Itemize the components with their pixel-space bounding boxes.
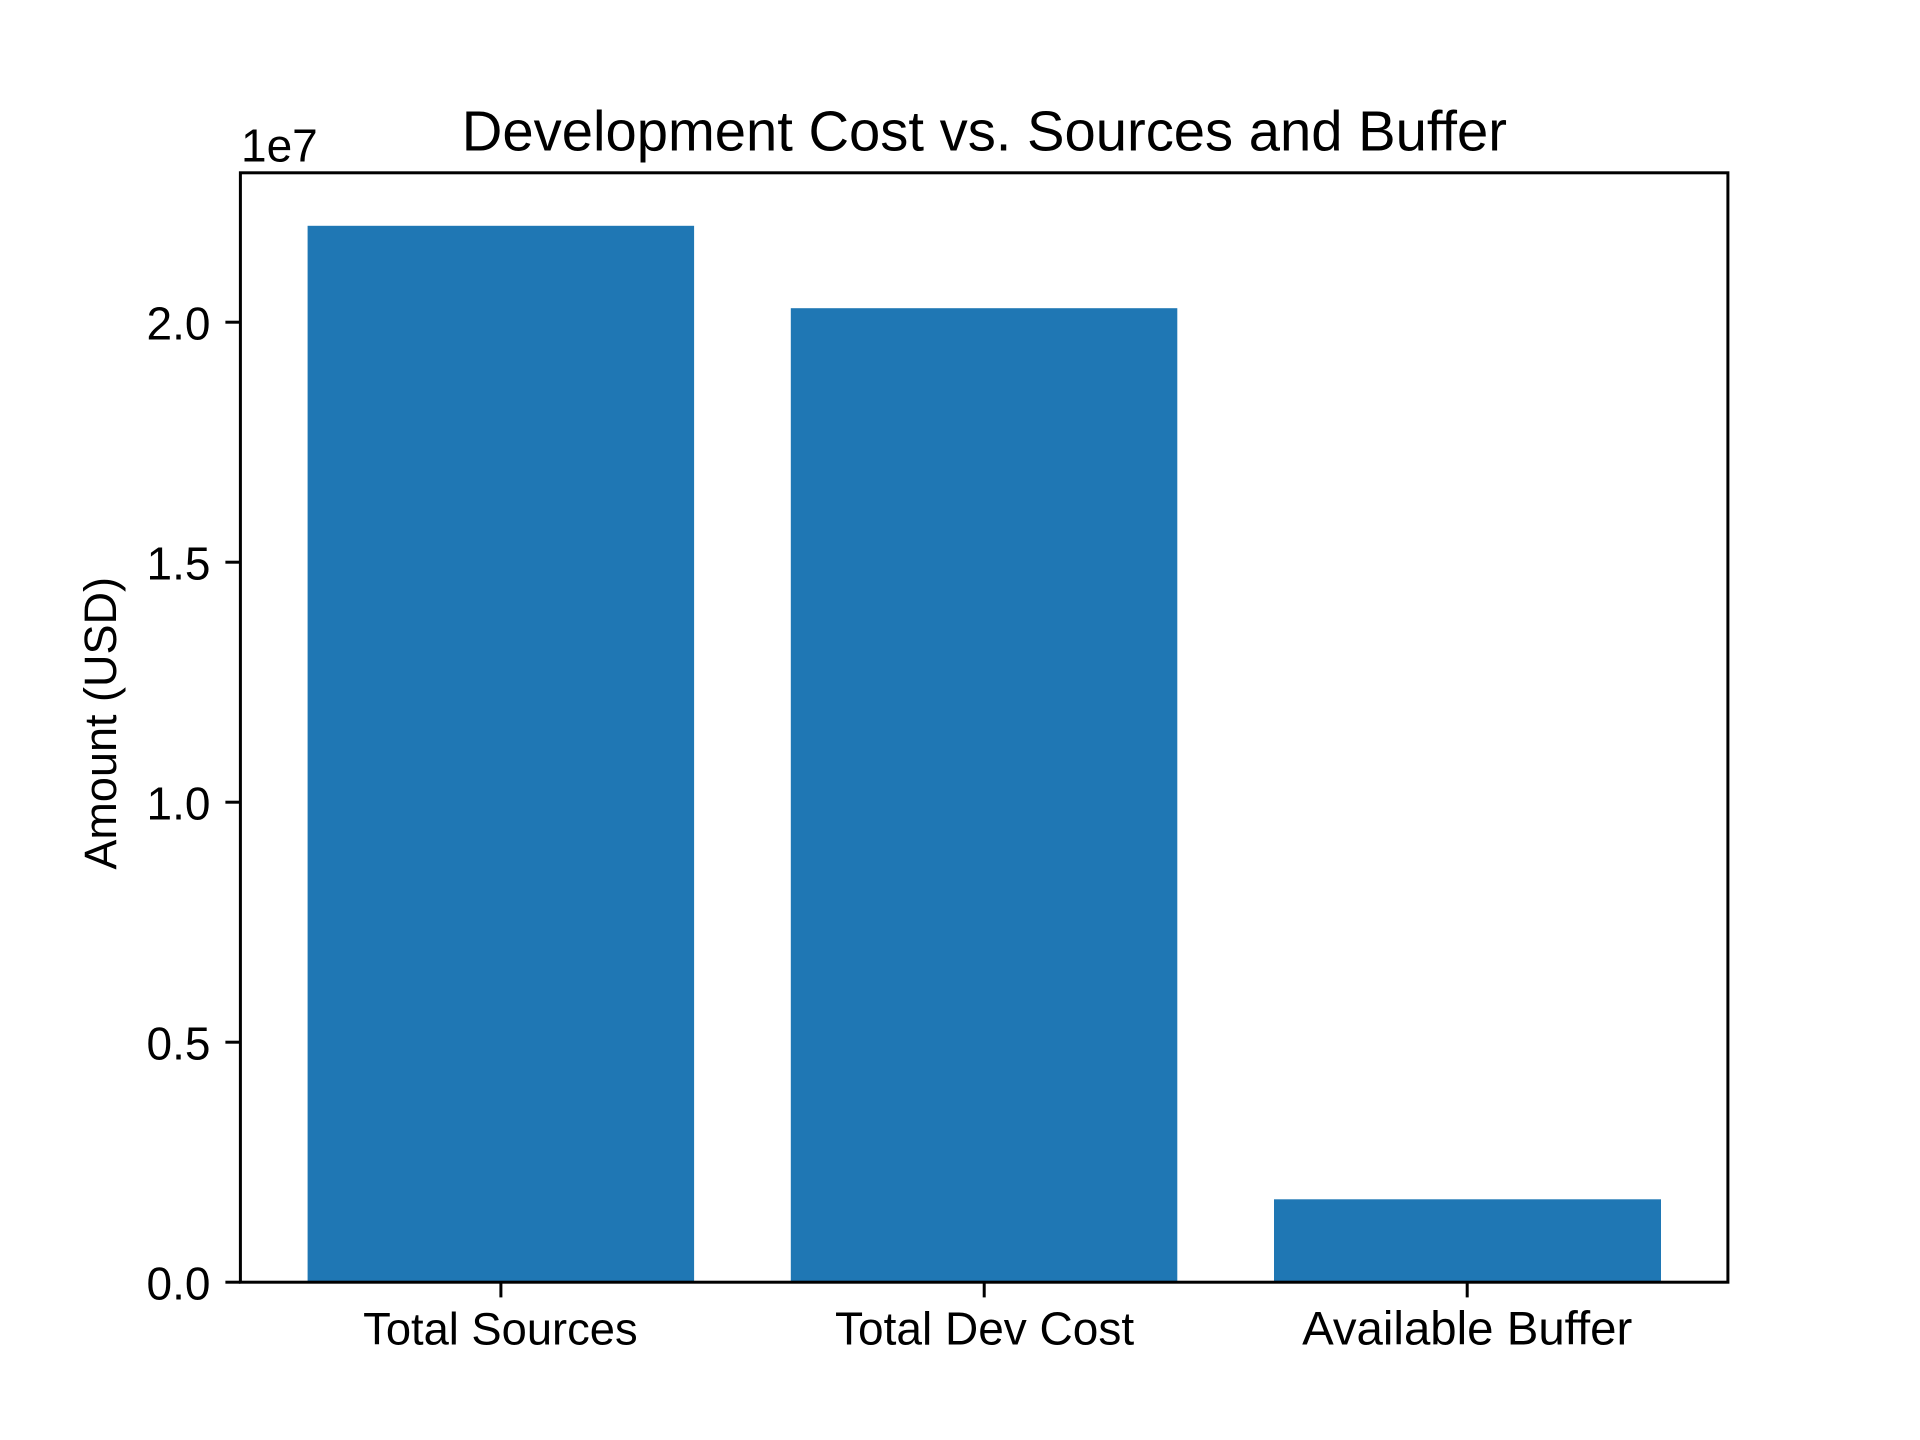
svg-text:0.0: 0.0	[147, 1257, 211, 1309]
svg-text:Development Cost vs. Sources a: Development Cost vs. Sources and Buffer	[462, 99, 1507, 162]
svg-text:Amount (USD): Amount (USD)	[75, 577, 126, 870]
svg-text:Total Dev Cost: Total Dev Cost	[835, 1302, 1134, 1354]
svg-text:Available Buffer: Available Buffer	[1302, 1302, 1632, 1355]
svg-text:2.0: 2.0	[147, 297, 211, 349]
svg-text:1e7: 1e7	[241, 120, 318, 172]
svg-text:1.0: 1.0	[147, 777, 211, 829]
svg-text:0.5: 0.5	[147, 1017, 211, 1069]
svg-text:1.5: 1.5	[147, 537, 211, 589]
svg-text:Total Sources: Total Sources	[363, 1303, 637, 1354]
